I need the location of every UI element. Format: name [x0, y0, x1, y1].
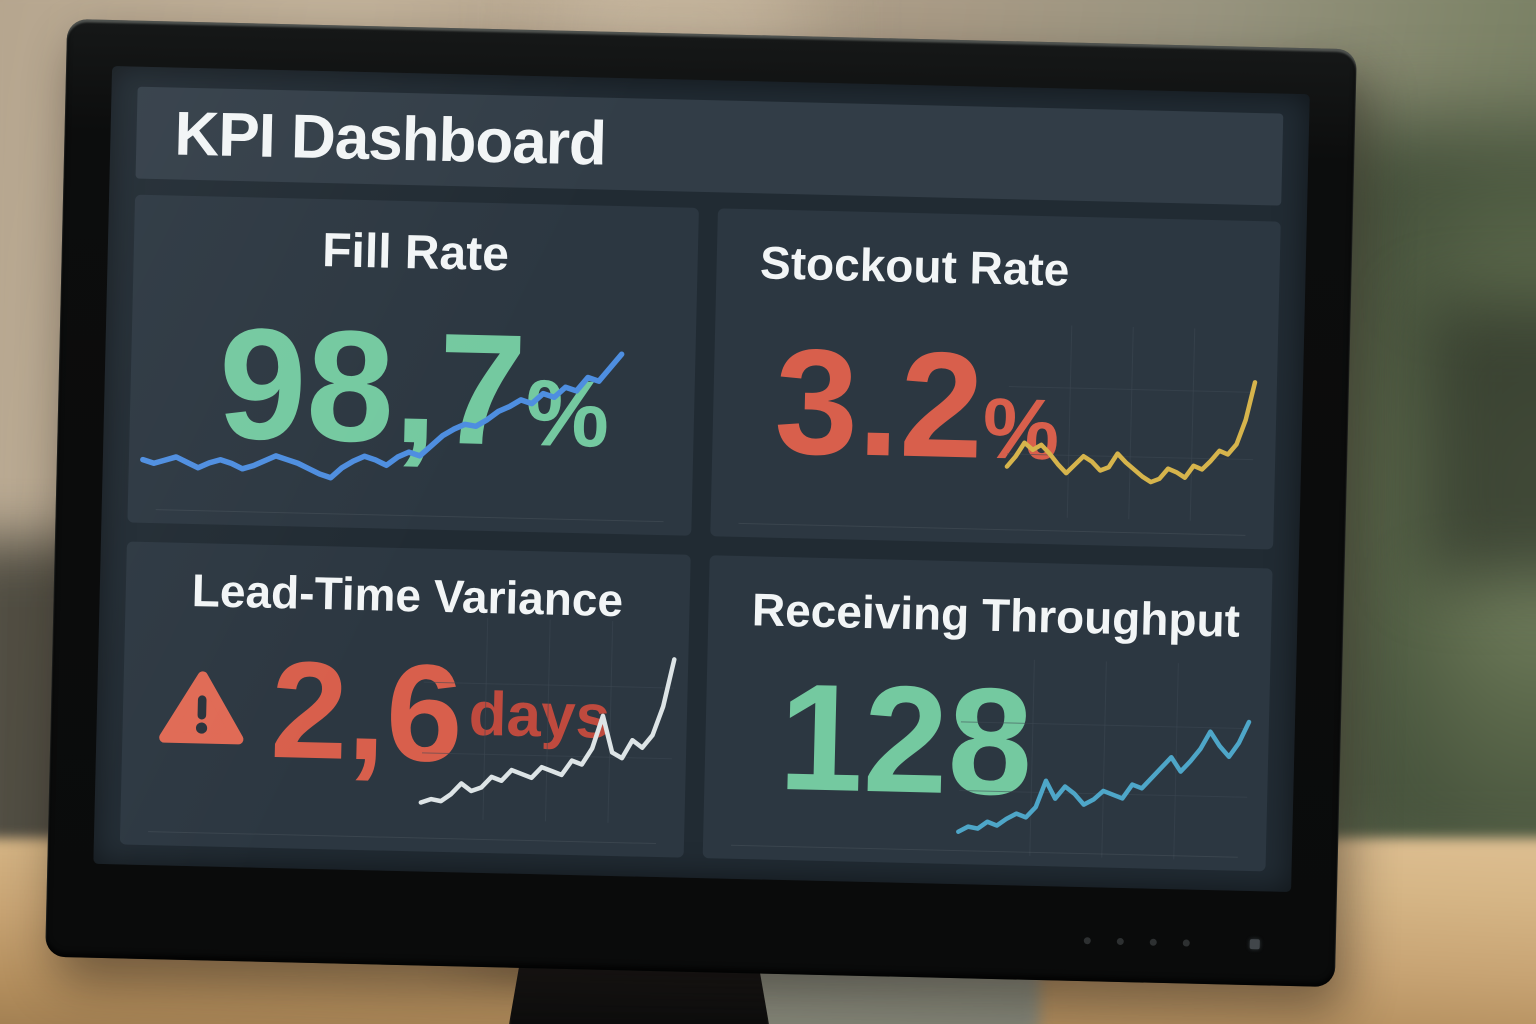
- tile-receiving-throughput: Receiving Throughput 128: [702, 554, 1273, 872]
- monitor-bezel: KPI Dashboard Fill Rate 98,7% Stockout R…: [45, 18, 1357, 988]
- fill-rate-sparkline: [142, 307, 623, 518]
- tile-fill-rate: Fill Rate 98,7%: [127, 194, 699, 536]
- kpi-grid: Fill Rate 98,7% Stockout Rate 3.2% Lead-…: [119, 194, 1281, 872]
- power-led-icon: [1249, 939, 1260, 950]
- receiving-sparkline: [958, 653, 1251, 866]
- dashboard-screen: KPI Dashboard Fill Rate 98,7% Stockout R…: [93, 66, 1310, 893]
- tile-stockout-rate: Stockout Rate 3.2%: [709, 208, 1281, 550]
- stockout-rate-number: 3.2: [772, 316, 986, 490]
- bezel-button-icon: [1182, 938, 1190, 947]
- receiving-title: Receiving Throughput: [751, 582, 1241, 647]
- dashboard-header: KPI Dashboard: [135, 86, 1284, 206]
- background-dark-object-right: [1420, 300, 1536, 580]
- bezel-controls: [1083, 935, 1260, 950]
- warning-triangle-icon: [159, 670, 244, 745]
- stockout-rate-sparkline: [1006, 319, 1257, 527]
- bezel-button-icon: [1116, 937, 1124, 945]
- fill-rate-title: Fill Rate: [321, 224, 510, 282]
- bezel-button-icon: [1083, 936, 1091, 944]
- page-title: KPI Dashboard: [173, 99, 607, 179]
- lead-time-value: 2,6 days: [157, 633, 611, 791]
- lead-time-sparkline: [420, 612, 675, 830]
- stockout-rate-title: Stockout Rate: [759, 236, 1070, 296]
- bezel-button-icon: [1149, 938, 1157, 946]
- tile-lead-time-variance: Lead-Time Variance 2,6 days: [119, 541, 691, 858]
